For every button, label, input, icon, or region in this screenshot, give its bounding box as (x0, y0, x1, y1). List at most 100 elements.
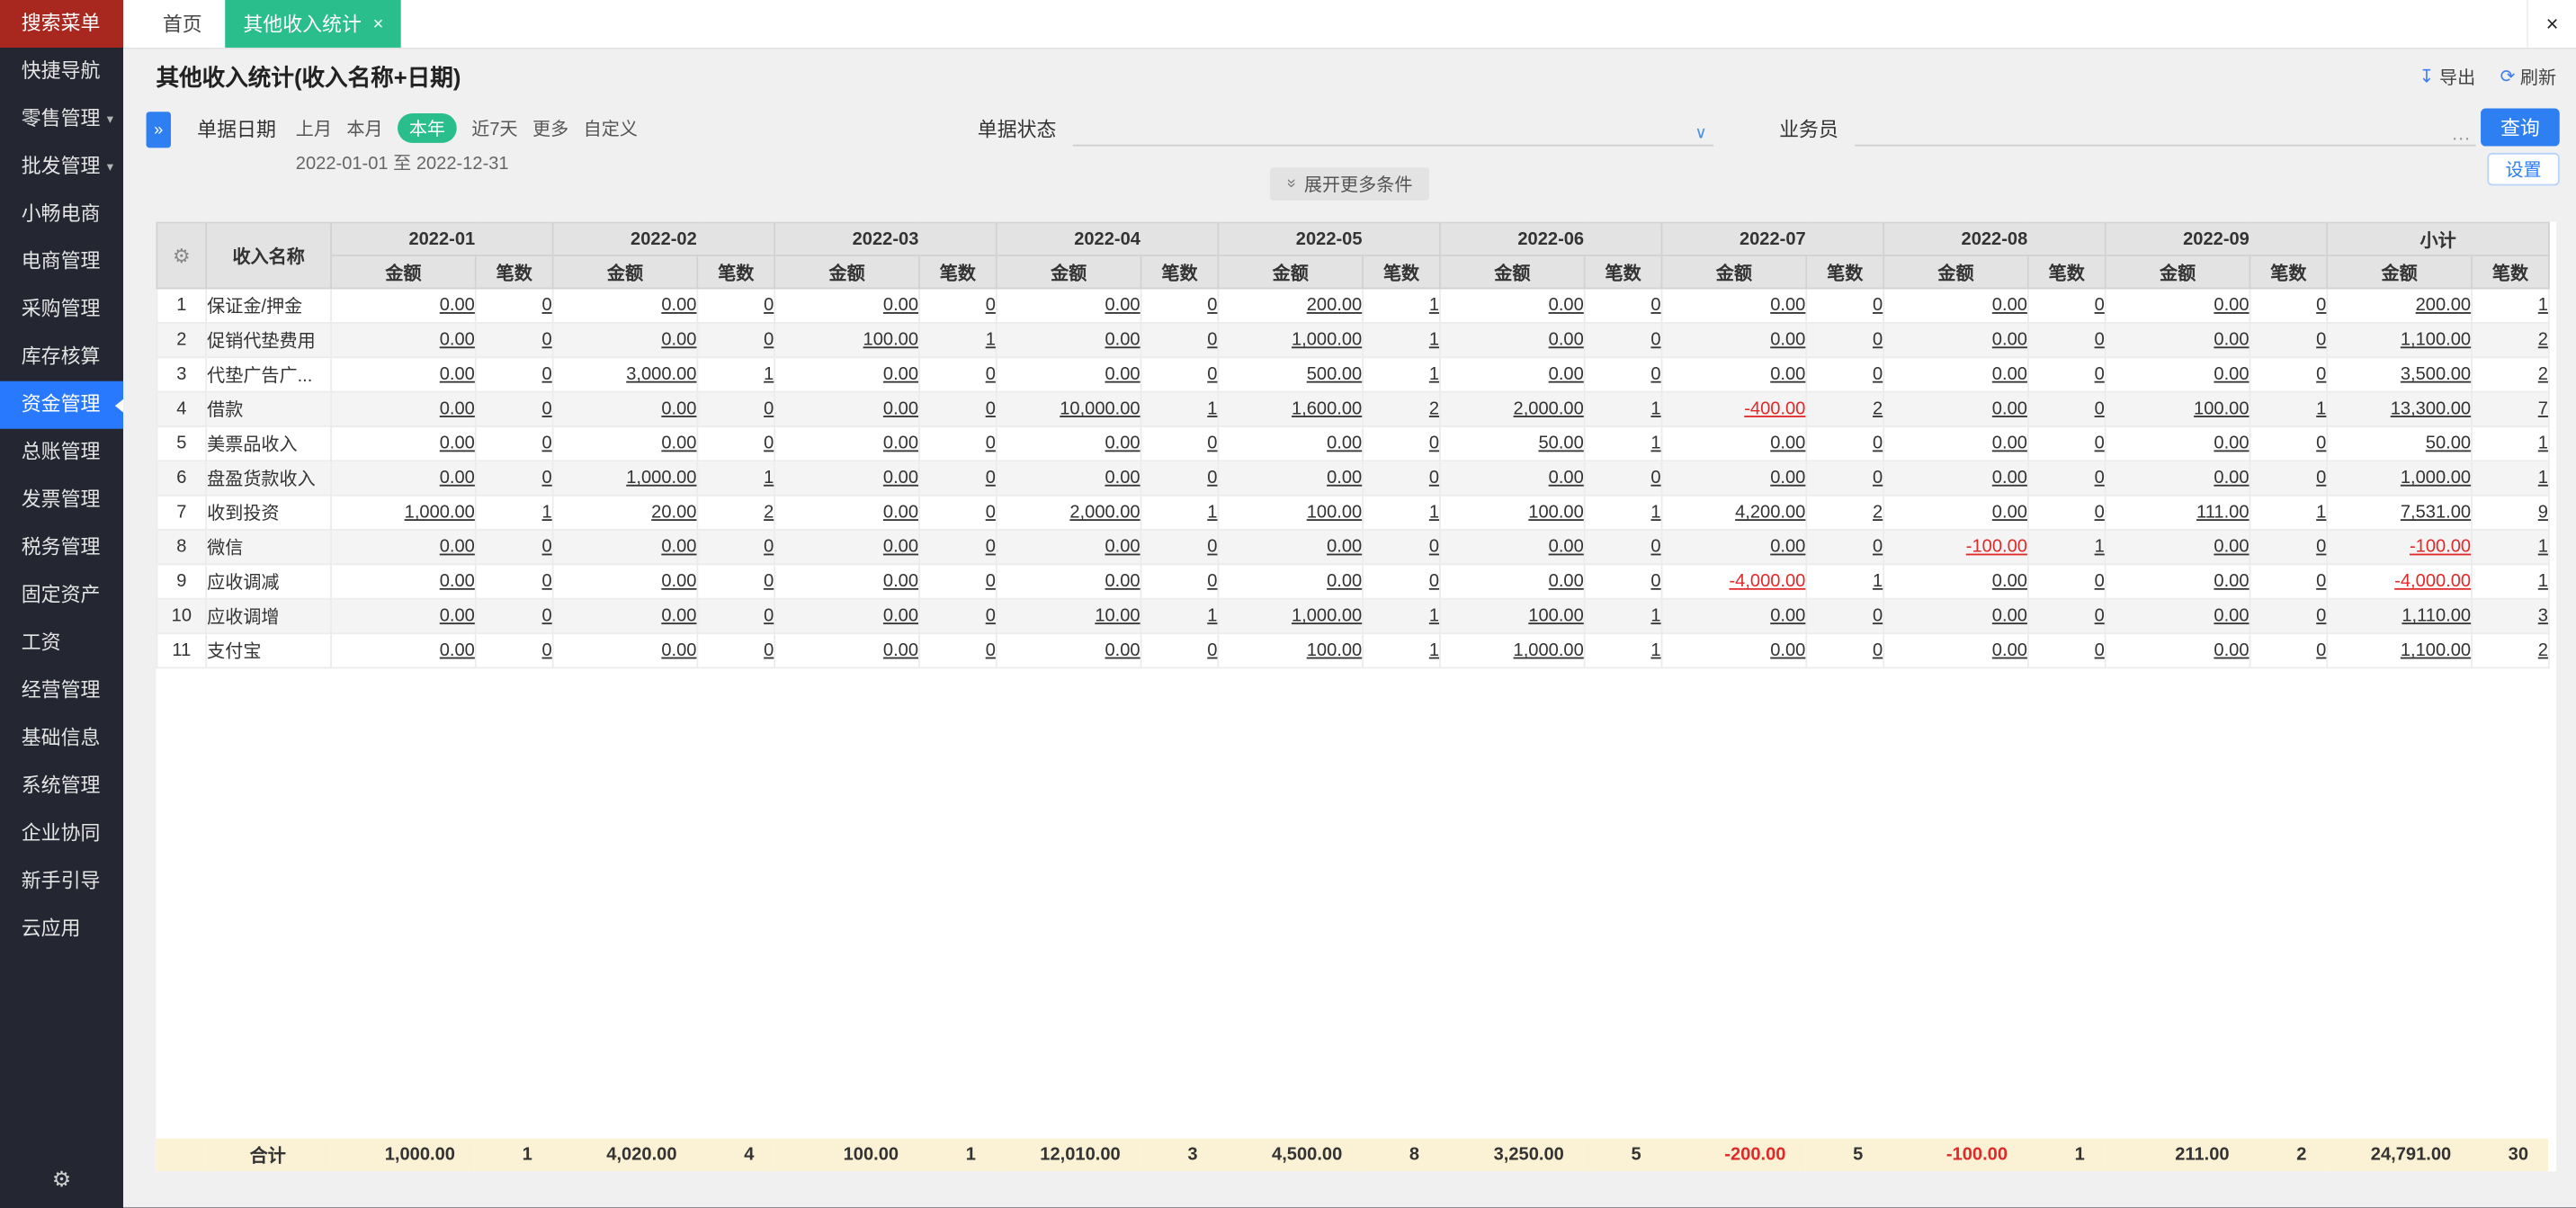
count-link[interactable]: 1 (1650, 502, 1661, 523)
count-link[interactable]: 0 (541, 330, 552, 351)
amount-link[interactable]: 7,531.00 (2400, 502, 2472, 523)
salesman-input[interactable]: … (1855, 115, 2476, 147)
count-link[interactable]: 0 (1428, 434, 1440, 454)
count-link[interactable]: 1 (1428, 605, 1440, 626)
count-link[interactable]: 1 (2094, 537, 2105, 558)
count-link[interactable]: 0 (2094, 330, 2105, 351)
count-link[interactable]: 0 (2094, 605, 2105, 626)
amount-link[interactable]: 0.00 (439, 364, 475, 385)
count-link[interactable]: 0 (2316, 605, 2327, 626)
amount-link[interactable]: 0.00 (882, 537, 919, 558)
amount-link[interactable]: 50.00 (1538, 434, 1584, 454)
ellipsis-picker-icon[interactable]: … (2451, 121, 2473, 145)
column-settings-gear-icon[interactable]: ⚙ (156, 221, 208, 290)
date-option[interactable]: 本年 (398, 113, 457, 143)
amount-link[interactable]: 10.00 (1095, 605, 1140, 626)
count-link[interactable]: 0 (764, 434, 774, 454)
count-link[interactable]: 0 (541, 571, 552, 592)
sidebar-item[interactable]: 企业协同 (0, 810, 123, 857)
amount-link[interactable]: 100.00 (1528, 502, 1584, 523)
amount-link[interactable]: 200.00 (1306, 295, 1363, 316)
count-link[interactable]: 0 (1207, 468, 1218, 488)
date-option[interactable]: 本月 (346, 120, 383, 140)
amount-link[interactable]: 1,000.00 (1291, 330, 1363, 351)
amount-link[interactable]: 0.00 (1105, 295, 1140, 316)
count-link[interactable]: 0 (541, 468, 552, 488)
count-link[interactable]: 0 (764, 605, 774, 626)
count-link[interactable]: 0 (1650, 295, 1661, 316)
count-link[interactable]: 0 (985, 571, 996, 592)
count-link[interactable]: 0 (985, 398, 996, 419)
amount-link[interactable]: 0.00 (882, 502, 919, 523)
count-link[interactable]: 0 (985, 537, 996, 558)
count-link[interactable]: 2 (2537, 640, 2548, 661)
count-link[interactable]: 0 (1873, 640, 1883, 661)
count-link[interactable]: 1 (1207, 502, 1218, 523)
amount-link[interactable]: 0.00 (1105, 468, 1140, 488)
close-icon[interactable]: × (2527, 0, 2576, 48)
count-link[interactable]: 0 (2316, 434, 2327, 454)
date-range-value[interactable]: 2022-01-01 至 2022-12-31 (295, 154, 509, 174)
count-link[interactable]: 0 (2094, 502, 2105, 523)
amount-link[interactable]: 0.00 (2214, 364, 2250, 385)
amount-link[interactable]: 0.00 (882, 295, 919, 316)
amount-link[interactable]: 0.00 (1327, 571, 1363, 592)
count-link[interactable]: 0 (1207, 537, 1218, 558)
count-link[interactable]: 7 (2537, 398, 2548, 419)
count-link[interactable]: 1 (1650, 398, 1661, 419)
amount-link[interactable]: 0.00 (1105, 571, 1140, 592)
amount-link[interactable]: 0.00 (1770, 468, 1806, 488)
amount-link[interactable]: 1,110.00 (2402, 605, 2472, 626)
count-link[interactable]: 0 (1873, 605, 1883, 626)
count-link[interactable]: 0 (985, 605, 996, 626)
amount-link[interactable]: 0.00 (882, 364, 919, 385)
amount-link[interactable]: 10,000.00 (1060, 398, 1140, 419)
count-link[interactable]: 0 (985, 640, 996, 661)
status-select[interactable]: ∨ (1072, 115, 1714, 147)
count-link[interactable]: 1 (1650, 434, 1661, 454)
count-link[interactable]: 0 (764, 295, 774, 316)
count-link[interactable]: 1 (2537, 571, 2548, 592)
amount-link[interactable]: 3,500.00 (2400, 364, 2472, 385)
count-link[interactable]: 0 (1207, 295, 1218, 316)
amount-link[interactable]: 0.00 (439, 537, 475, 558)
amount-link[interactable]: 0.00 (882, 640, 919, 661)
amount-link[interactable]: 0.00 (661, 330, 697, 351)
amount-link[interactable]: 111.00 (2196, 502, 2250, 523)
sidebar-item[interactable]: 批发管理 ▾ (0, 143, 123, 191)
amount-link[interactable]: 0.00 (1327, 537, 1363, 558)
count-link[interactable]: 0 (764, 571, 774, 592)
amount-link[interactable]: 4,200.00 (1735, 502, 1806, 523)
count-link[interactable]: 0 (764, 330, 774, 351)
sidebar-item[interactable]: 总账管理 (0, 429, 123, 477)
amount-link[interactable]: -4,000.00 (2394, 571, 2472, 592)
amount-link[interactable]: 0.00 (1327, 468, 1363, 488)
count-link[interactable]: 0 (2094, 468, 2105, 488)
count-link[interactable]: 0 (2316, 468, 2327, 488)
tab-other-income-stats[interactable]: 其他收入统计 × (225, 0, 402, 48)
amount-link[interactable]: 100.00 (1306, 502, 1363, 523)
amount-link[interactable]: 0.00 (439, 434, 475, 454)
count-link[interactable]: 1 (1428, 295, 1440, 316)
count-link[interactable]: 0 (2094, 434, 2105, 454)
sidebar-item[interactable]: 发票管理 (0, 477, 123, 524)
count-link[interactable]: 0 (2094, 571, 2105, 592)
sidebar-item[interactable]: 经营管理 (0, 667, 123, 715)
count-link[interactable]: 2 (1873, 398, 1883, 419)
count-link[interactable]: 0 (1650, 571, 1661, 592)
count-link[interactable]: 1 (1428, 502, 1440, 523)
amount-link[interactable]: 0.00 (661, 605, 697, 626)
amount-link[interactable]: 0.00 (1548, 330, 1584, 351)
count-link[interactable]: 0 (2094, 364, 2105, 385)
amount-link[interactable]: 0.00 (1991, 571, 2027, 592)
sidebar-item[interactable]: 工资 (0, 620, 123, 667)
count-link[interactable]: 0 (985, 295, 996, 316)
date-option[interactable]: 近7天 (471, 120, 518, 140)
count-link[interactable]: 3 (2537, 605, 2548, 626)
count-link[interactable]: 0 (541, 398, 552, 419)
amount-link[interactable]: 0.00 (1105, 434, 1140, 454)
count-link[interactable]: 1 (764, 468, 774, 488)
amount-link[interactable]: 0.00 (2214, 468, 2250, 488)
count-link[interactable]: 0 (764, 398, 774, 419)
count-link[interactable]: 1 (1650, 640, 1661, 661)
